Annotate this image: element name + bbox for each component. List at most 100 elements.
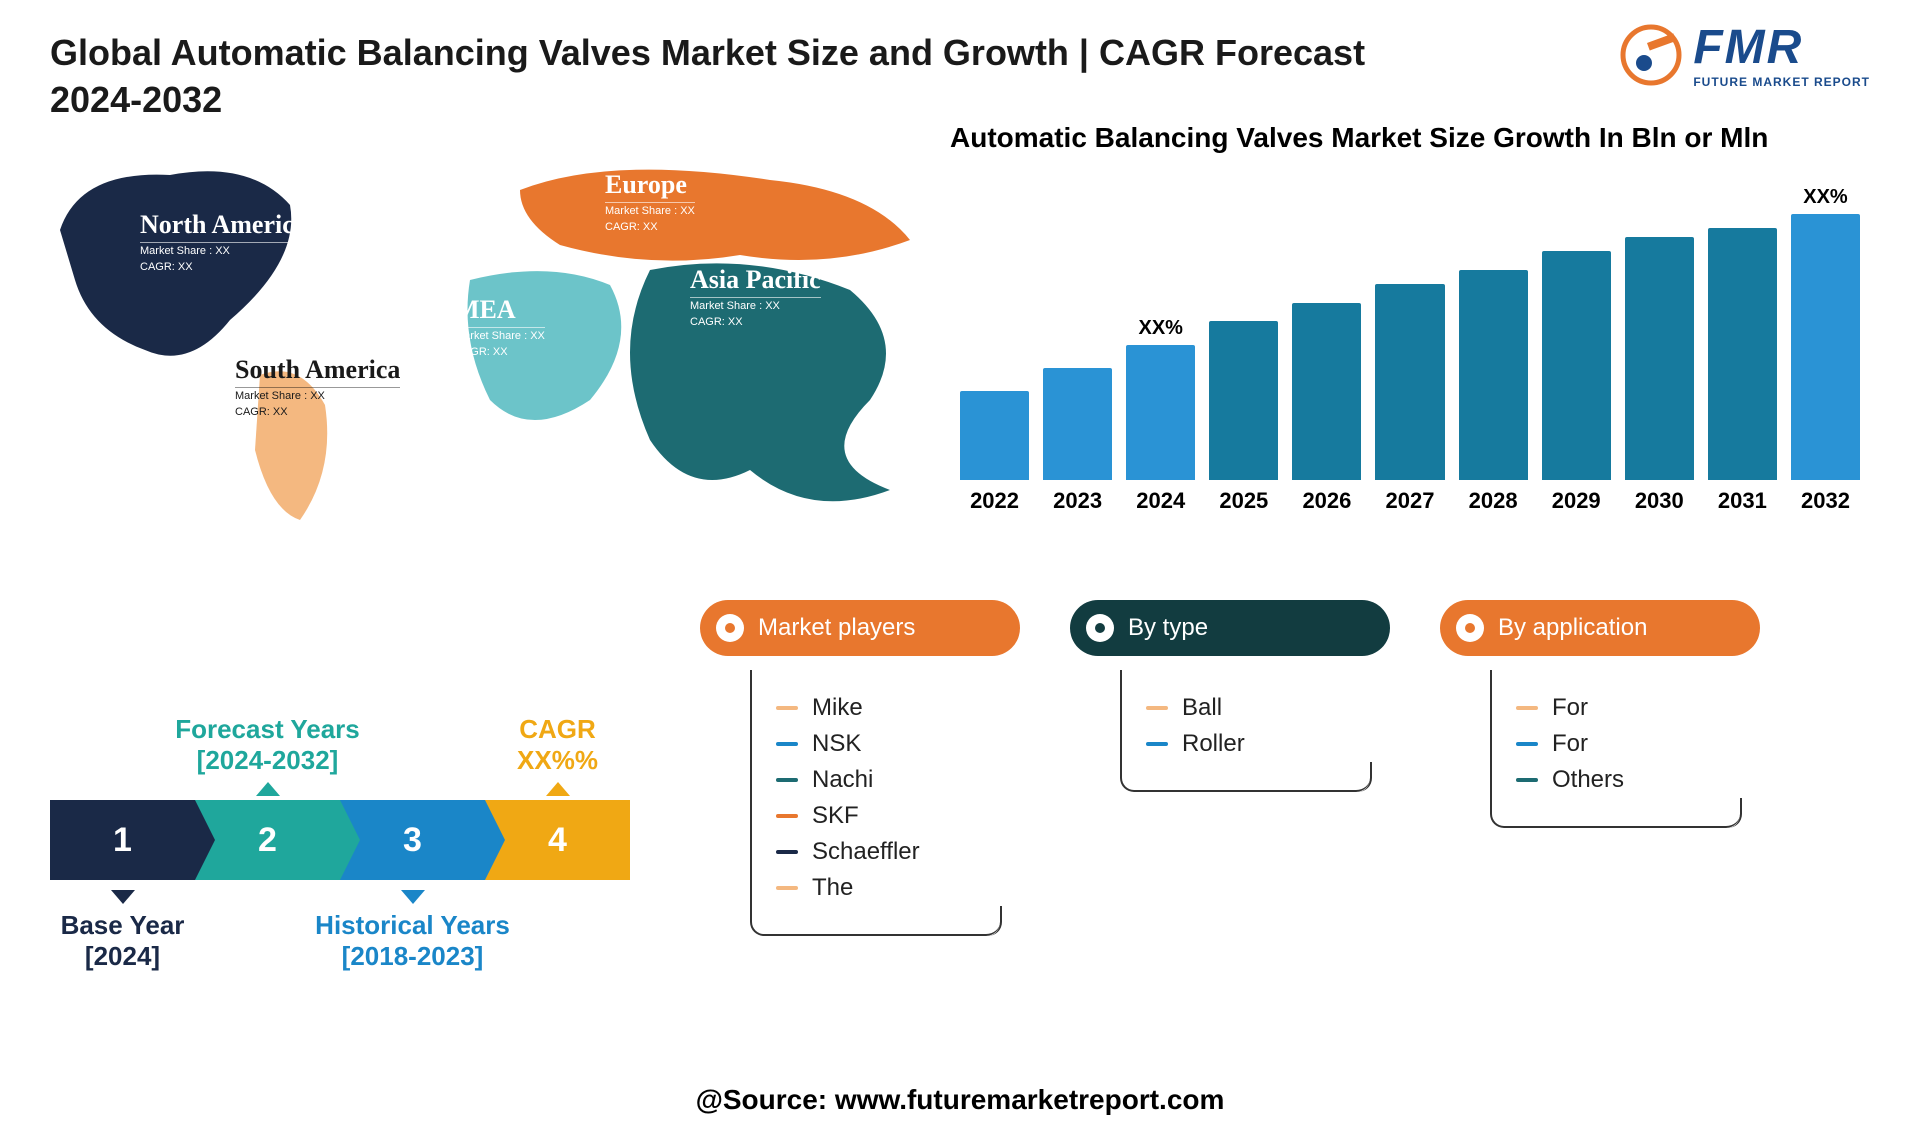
bar-2024: 2024XX% (1126, 345, 1195, 480)
tl-line2: [2024-2032] (158, 745, 378, 776)
list-item-label: NSK (812, 730, 861, 758)
bar-rect (1375, 284, 1444, 480)
region-label-north_america: North America Market Share : XX CAGR: XX (140, 210, 307, 273)
bar-year-label: 2027 (1386, 488, 1435, 514)
bar-callout: XX% (1139, 317, 1183, 340)
bar-year-label: 2024 (1136, 488, 1185, 514)
bar-year-label: 2023 (1053, 488, 1102, 514)
bars-area: 202220232024XX%2025202620272028202920302… (950, 200, 1870, 480)
bar-rect (960, 391, 1029, 480)
title-area: Global Automatic Balancing Valves Market… (50, 30, 1450, 124)
triangle-icon (546, 782, 570, 796)
region-share: Market Share : XX (455, 327, 545, 342)
bar-rect (1459, 270, 1528, 480)
pill-bullet-icon (1086, 614, 1114, 642)
bar-2026: 2026 (1292, 303, 1361, 480)
pill-bullet-icon (716, 614, 744, 642)
market-size-bar-chart: Automatic Balancing Valves Market Size G… (950, 120, 1870, 520)
bar-year-label: 2028 (1469, 488, 1518, 514)
list-item: NSK (776, 730, 980, 758)
list-item-label: SKF (812, 802, 859, 830)
bar-year-label: 2026 (1302, 488, 1351, 514)
world-map: North AmericaMarket Share : XXCAGR: XXSo… (50, 150, 930, 520)
tick-icon (776, 706, 798, 710)
pill-bullet-icon (1456, 614, 1484, 642)
section-players: Market playersMikeNSKNachiSKFSchaefflerT… (700, 600, 1020, 936)
list-item: Nachi (776, 766, 980, 794)
tick-icon (776, 886, 798, 890)
bar-2030: 2030 (1625, 237, 1694, 480)
bar-2023: 2023 (1043, 368, 1112, 480)
list-item: The (776, 874, 980, 902)
tick-icon (776, 778, 798, 782)
tl-line1: Historical Years (303, 910, 523, 941)
region-share: Market Share : XX (235, 387, 400, 402)
triangle-icon (111, 890, 135, 904)
bar-rect (1791, 214, 1860, 480)
bar-rect (1708, 228, 1777, 480)
timeline-seg-2: 2 (195, 800, 340, 880)
region-label-south_america: South AmericaMarket Share : XXCAGR: XX (235, 355, 400, 418)
tl-line1: Forecast Years (158, 714, 378, 745)
region-cagr: CAGR: XX (455, 344, 545, 358)
logo-text: FMR (1693, 20, 1870, 75)
region-label-europe: EuropeMarket Share : XXCAGR: XX (605, 170, 695, 233)
tl-line2: XX%% (448, 745, 668, 776)
bar-2027: 2027 (1375, 284, 1444, 480)
region-share: Market Share : XX (140, 242, 307, 257)
bar-rect (1043, 368, 1112, 480)
bar-rect (1292, 303, 1361, 480)
bar-2031: 2031 (1708, 228, 1777, 480)
list-item-label: Schaeffler (812, 838, 920, 866)
timeline-bottom-labels: Base Year[2024]Historical Years[2018-202… (50, 886, 630, 986)
timeline-seg-3: 3 (340, 800, 485, 880)
region-share: Market Share : XX (605, 202, 695, 217)
page-title: Global Automatic Balancing Valves Market… (50, 30, 1450, 124)
tl-line2: [2018-2023] (303, 941, 523, 972)
timeline-seg-1: 1 (50, 800, 195, 880)
bar-year-label: 2029 (1552, 488, 1601, 514)
region-name: Asia Pacific (690, 265, 821, 295)
triangle-icon (401, 890, 425, 904)
tl-line1: CAGR (448, 714, 668, 745)
section-type: By type Ball Roller (1070, 600, 1390, 792)
tick-icon (1516, 778, 1538, 782)
list-item: Ball (1146, 694, 1350, 722)
timeline-label-historical: Historical Years[2018-2023] (303, 886, 523, 972)
tick-icon (776, 850, 798, 854)
bar-rect (1625, 237, 1694, 480)
list-item: SKF (776, 802, 980, 830)
telescope-icon (1619, 23, 1683, 87)
bar-callout: XX% (1803, 186, 1847, 209)
region-label-mea: MEAMarket Share : XXCAGR: XX (455, 295, 545, 358)
pill-title: By application (1498, 614, 1647, 642)
region-cagr: CAGR: XX (140, 259, 307, 273)
region-name: North America (140, 210, 307, 240)
tick-icon (776, 814, 798, 818)
timeline-label-forecast: Forecast Years[2024-2032] (158, 714, 378, 800)
list-item-label: Others (1552, 766, 1624, 794)
bar-rect (1126, 345, 1195, 480)
list-type: Ball Roller (1120, 670, 1370, 792)
list-item-label: For (1552, 730, 1588, 758)
bar-year-label: 2030 (1635, 488, 1684, 514)
bar-2032: 2032XX% (1791, 214, 1860, 480)
tick-icon (1516, 742, 1538, 746)
tl-line2: [2024] (13, 941, 233, 972)
bar-rect (1209, 321, 1278, 480)
region-name: Europe (605, 170, 695, 200)
logo-subtext: FUTURE MARKET REPORT (1693, 75, 1870, 89)
list-item-label: Mike (812, 694, 863, 722)
triangle-icon (256, 782, 280, 796)
list-application: For For Others (1490, 670, 1740, 828)
tick-icon (1146, 706, 1168, 710)
pill-header-application: By application (1440, 600, 1760, 656)
pill-header-type: By type (1070, 600, 1390, 656)
region-cagr: CAGR: XX (235, 404, 400, 418)
bar-rect (1542, 251, 1611, 480)
list-item: For (1516, 730, 1720, 758)
source-attribution: @Source: www.futuremarketreport.com (0, 1084, 1920, 1116)
list-item-label: Roller (1182, 730, 1245, 758)
list-item: Schaeffler (776, 838, 980, 866)
list-item: For (1516, 694, 1720, 722)
